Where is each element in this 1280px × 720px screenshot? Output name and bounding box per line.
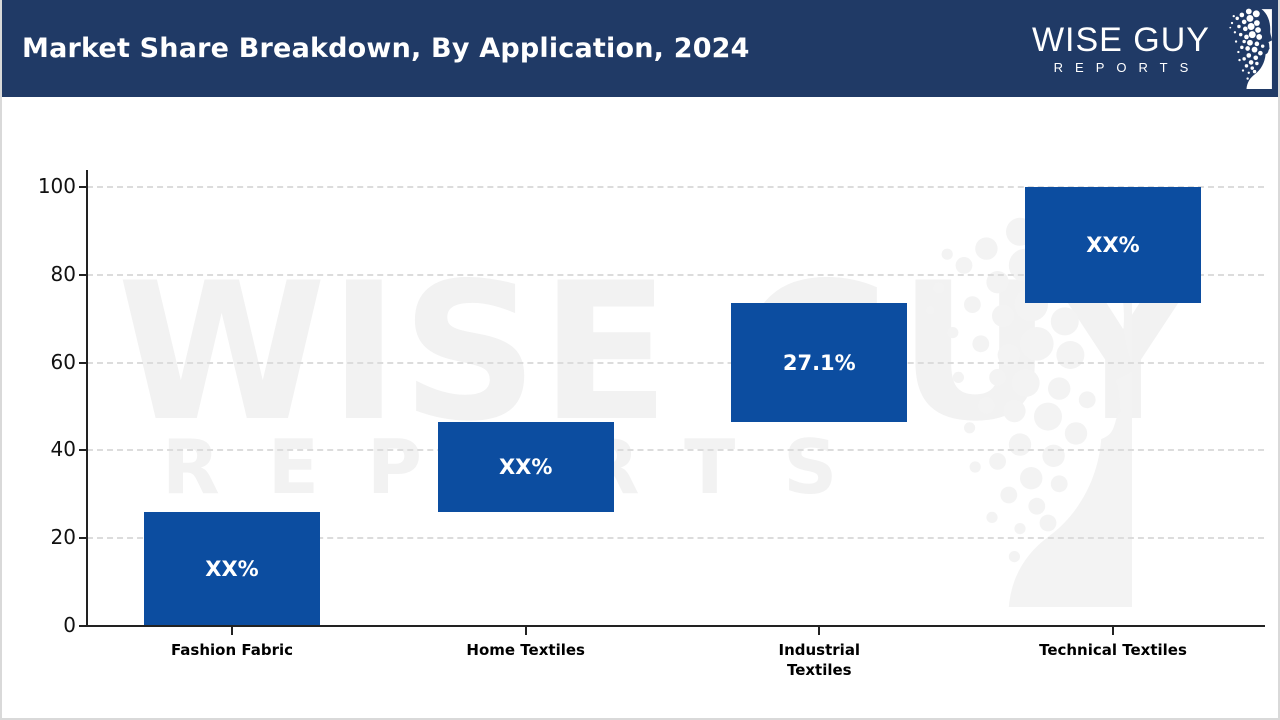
x-tick-label-2: Industrial Textiles [709,640,929,680]
y-tick-0 [79,625,87,627]
y-tick-label-20: 20 [50,525,76,550]
gridline-80 [87,273,1264,276]
x-tick-label-3: Technical Textiles [1003,640,1223,660]
x-tick-0 [231,627,233,635]
bar-value-label: XX% [498,455,553,480]
bar-value-label: XX% [1086,233,1140,258]
header-bar: Market Share Breakdown, By Application, … [2,0,1278,97]
y-tick-20 [79,537,87,540]
x-tick-label-line: Technical Textiles [1039,641,1187,659]
gridline-60 [87,361,1264,364]
x-tick-label-1: Home Textiles [416,640,636,660]
x-tick-1 [524,627,527,635]
y-tick-60 [79,361,87,364]
bar-2: 27.1% [731,303,908,423]
x-tick-2 [818,627,821,635]
y-tick-label-40: 40 [50,437,76,462]
x-axis-line [86,625,1265,627]
y-tick-40 [79,449,87,452]
x-tick-label-line: Home Textiles [466,641,585,659]
x-tick-3 [1112,627,1114,635]
y-tick-label-0: 0 [63,613,76,637]
x-tick-label-0: Fashion Fabric [122,640,342,660]
bar-0: XX% [144,512,320,626]
y-tick-100 [79,186,87,188]
gridline-20 [87,537,1264,540]
brand-logo-text: WISE GUY REPORTS [1032,23,1210,74]
gridline-40 [87,449,1264,452]
x-tick-label-line: Textiles [786,661,852,679]
bar-value-label: 27.1% [782,350,856,375]
y-tick-label-80: 80 [50,261,76,286]
dotted-head-icon [1214,8,1272,90]
y-tick-label-100: 100 [37,174,76,198]
y-tick-80 [79,273,87,276]
brand-name: WISE GUY [1031,21,1210,59]
bar-3: XX% [1025,187,1201,304]
page-title: Market Share Breakdown, By Application, … [22,33,750,64]
y-tick-label-60: 60 [50,349,76,374]
brand-subname: REPORTS [1053,60,1201,75]
x-tick-label-line: Fashion Fabric [170,641,294,659]
gridline-100 [87,186,1264,188]
bar-value-label: XX% [205,557,259,582]
x-tick-label-line: Industrial [778,641,861,659]
brand-logo: WISE GUY REPORTS [1032,8,1272,90]
bar-1: XX% [437,422,614,513]
y-axis-line [86,170,88,627]
